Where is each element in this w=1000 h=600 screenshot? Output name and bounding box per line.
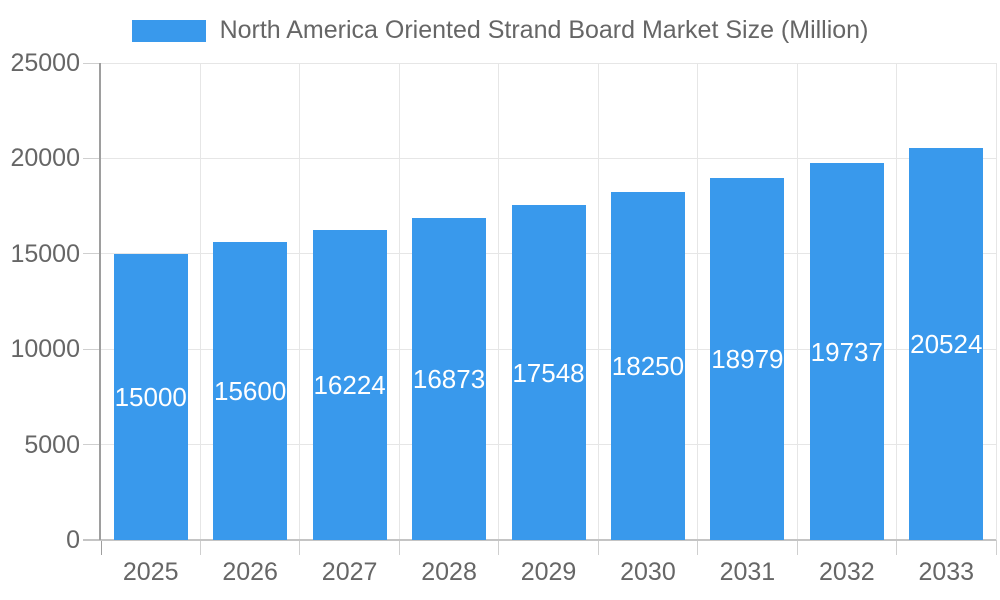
gridline-vertical	[299, 63, 301, 540]
y-axis-tick	[83, 444, 101, 446]
legend-swatch-icon	[131, 19, 206, 42]
gridline-vertical	[597, 63, 599, 540]
x-axis-tick	[398, 540, 400, 555]
x-axis-tick	[796, 540, 798, 555]
bar-value-label: 19737	[810, 336, 883, 367]
gridline-vertical	[896, 63, 898, 540]
x-axis-tick	[100, 540, 102, 555]
y-axis-label: 25000	[10, 49, 80, 77]
y-axis-tick	[83, 62, 101, 64]
bar-value-label: 20524	[910, 329, 983, 360]
bar-value-label: 16224	[313, 370, 386, 401]
x-axis-label: 2031	[719, 558, 776, 586]
gridline-vertical	[796, 63, 798, 540]
bar-value-label: 15000	[114, 381, 187, 412]
gridline-horizontal	[101, 157, 996, 159]
x-axis-tick	[199, 540, 201, 555]
y-axis-line	[99, 63, 101, 540]
bar-2027[interactable]: 16224	[312, 230, 387, 540]
x-axis-tick	[299, 540, 301, 555]
bar-value-label: 15600	[214, 376, 287, 407]
y-axis-label: 10000	[10, 335, 80, 364]
bar-2033[interactable]: 20524	[909, 148, 984, 540]
x-axis-tick	[697, 540, 699, 555]
y-axis-tick	[83, 253, 101, 255]
y-axis-label: 15000	[10, 239, 80, 268]
y-axis-tick	[83, 157, 101, 159]
bar-value-label: 17548	[512, 357, 585, 388]
gridline-vertical	[697, 63, 699, 540]
gridline-vertical	[199, 63, 201, 540]
y-axis-tick	[83, 348, 101, 350]
y-axis-tick	[83, 539, 101, 541]
bar-2026[interactable]: 15600	[213, 242, 288, 540]
x-axis-label: 2033	[918, 558, 975, 586]
y-axis-label: 5000	[24, 430, 80, 459]
x-axis-label: 2025	[122, 558, 179, 586]
bar-2029[interactable]: 17548	[511, 205, 586, 540]
bar-2030[interactable]: 18250	[610, 191, 685, 540]
x-axis-tick	[498, 540, 500, 555]
gridline-vertical	[398, 63, 400, 540]
x-axis-tick	[597, 540, 599, 555]
bar-value-label: 18979	[711, 343, 784, 374]
x-axis-label: 2030	[620, 558, 676, 586]
y-axis-label: 0	[66, 526, 80, 554]
x-axis-label: 2028	[421, 558, 477, 586]
gridline-vertical	[995, 63, 997, 540]
legend-label: North America Oriented Strand Board Mark…	[219, 16, 869, 44]
bar-2028[interactable]: 16873	[412, 218, 487, 540]
y-axis-label: 20000	[10, 144, 80, 173]
bar-2032[interactable]: 19737	[809, 163, 884, 540]
chart-legend: North America Oriented Strand Board Mark…	[0, 16, 1000, 45]
x-axis-label: 2032	[819, 558, 875, 586]
x-axis-label: 2029	[520, 558, 577, 586]
bar-value-label: 18250	[611, 350, 685, 381]
x-axis-tick	[896, 540, 898, 555]
x-axis-tick	[995, 540, 997, 555]
legend-item[interactable]: North America Oriented Strand Board Mark…	[131, 16, 869, 45]
gridline-horizontal	[101, 62, 996, 64]
gridline-vertical	[498, 63, 500, 540]
x-axis-label: 2027	[321, 558, 378, 586]
bar-2031[interactable]: 18979	[710, 177, 785, 540]
bar-2025[interactable]: 15000	[113, 253, 188, 540]
bar-value-label: 16873	[412, 364, 486, 395]
x-axis-label: 2026	[222, 558, 278, 586]
